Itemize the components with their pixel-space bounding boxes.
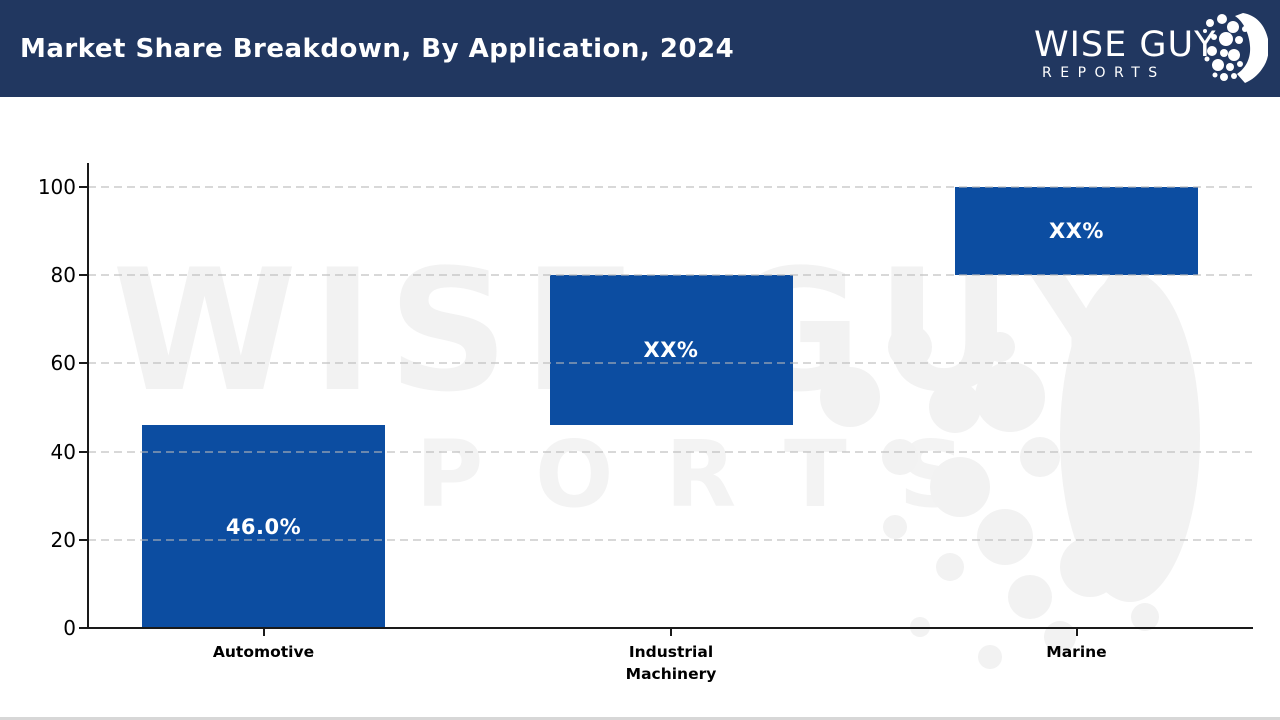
x-tick-mark [262, 629, 265, 636]
y-tick-label: 40 [50, 439, 76, 464]
bar-marine: XX% [955, 187, 1198, 276]
y-tick-mark [79, 538, 87, 541]
dotted-head-icon [1203, 13, 1268, 83]
y-tick-mark [79, 274, 87, 277]
gridline-y80 [88, 274, 1252, 277]
x-tick-mark [670, 629, 672, 636]
x-category-label-line: Marine [1046, 643, 1107, 661]
page-title: Market Share Breakdown, By Application, … [20, 33, 735, 64]
y-tick-label: 80 [50, 263, 76, 288]
x-category-label-line: Automotive [212, 643, 315, 661]
logo-subtext: REPORTS [1042, 65, 1166, 81]
bar-automotive: 46.0% [142, 425, 385, 628]
y-tick-mark [79, 627, 87, 629]
y-tick-label: 20 [50, 527, 76, 552]
x-tick-mark [1075, 629, 1078, 636]
y-tick-label: 0 [63, 616, 76, 640]
bar-value-label: 46.0% [225, 514, 302, 539]
bottom-border [0, 717, 1280, 720]
gridline-y40 [88, 450, 1252, 453]
logo-wordmark: WISE GUY [1034, 25, 1217, 65]
x-category-label-line: Industrial [628, 643, 714, 661]
y-tick-mark [79, 362, 87, 365]
gridline-y60 [88, 362, 1252, 365]
wise-guy-reports-logo: WISE GUY REPORTS [1034, 13, 1268, 83]
y-tick-mark [79, 450, 87, 453]
x-category-label: Automotive [154, 641, 374, 663]
x-axis-spine [87, 627, 1253, 629]
y-axis-spine [87, 163, 89, 629]
y-tick-mark [79, 186, 87, 188]
bar-industrial-machinery: XX% [549, 275, 793, 426]
header: Market Share Breakdown, By Application, … [0, 0, 1280, 97]
y-tick-label: 100 [37, 175, 76, 199]
watermark-dots-icon [820, 272, 1200, 669]
gridline-y20 [88, 538, 1252, 541]
y-tick-label: 60 [50, 351, 76, 376]
gridline-y100 [88, 186, 1252, 188]
x-category-label: Industrial Machinery [561, 641, 781, 685]
x-category-label: Marine [967, 641, 1187, 663]
bar-value-label: XX% [643, 338, 699, 363]
bar-value-label: XX% [1049, 219, 1104, 244]
x-category-label-line: Machinery [625, 665, 717, 683]
chart-area: WISE GUY REPORTS 0 20 40 60 80 100 46.0% XX% XX%… [0, 97, 1280, 717]
